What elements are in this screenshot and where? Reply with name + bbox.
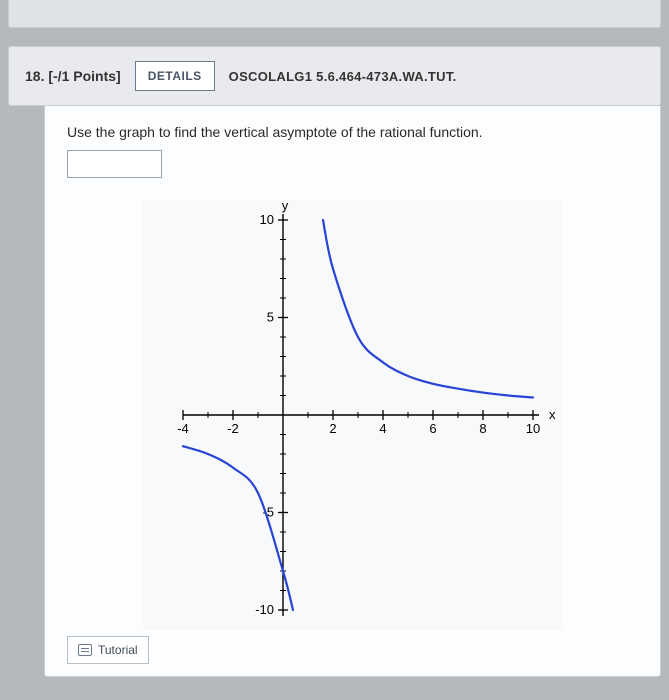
svg-text:5: 5 bbox=[266, 310, 273, 325]
svg-text:10: 10 bbox=[525, 421, 539, 436]
svg-text:2: 2 bbox=[329, 421, 336, 436]
svg-text:-10: -10 bbox=[255, 602, 274, 617]
tutorial-label: Tutorial bbox=[98, 643, 138, 657]
q-number-text: 18. bbox=[25, 68, 44, 84]
assignment-code: OSCOLALG1 5.6.464-473A.WA.TUT. bbox=[229, 69, 457, 84]
svg-text:x: x bbox=[549, 407, 556, 422]
question-header: 18. [-/1 Points] DETAILS OSCOLALG1 5.6.4… bbox=[8, 46, 661, 106]
svg-text:y: y bbox=[281, 200, 288, 213]
details-button[interactable]: DETAILS bbox=[135, 61, 215, 91]
tutorial-icon bbox=[78, 644, 92, 656]
rational-function-chart: -4-2246810-10-5510xy bbox=[143, 200, 563, 630]
svg-text:4: 4 bbox=[379, 421, 386, 436]
svg-text:10: 10 bbox=[259, 212, 273, 227]
svg-text:-4: -4 bbox=[177, 421, 189, 436]
svg-text:6: 6 bbox=[429, 421, 436, 436]
svg-text:-2: -2 bbox=[227, 421, 239, 436]
q-points-text: [-/1 Points] bbox=[48, 68, 120, 84]
question-body: Use the graph to find the vertical asymp… bbox=[44, 106, 661, 677]
tutorial-button[interactable]: Tutorial bbox=[67, 636, 149, 664]
question-prompt: Use the graph to find the vertical asymp… bbox=[67, 124, 638, 140]
question-number: 18. [-/1 Points] bbox=[25, 68, 121, 84]
answer-input[interactable] bbox=[67, 150, 162, 178]
chart-container: -4-2246810-10-5510xy bbox=[67, 178, 638, 634]
top-banner bbox=[8, 0, 661, 28]
svg-text:8: 8 bbox=[479, 421, 486, 436]
